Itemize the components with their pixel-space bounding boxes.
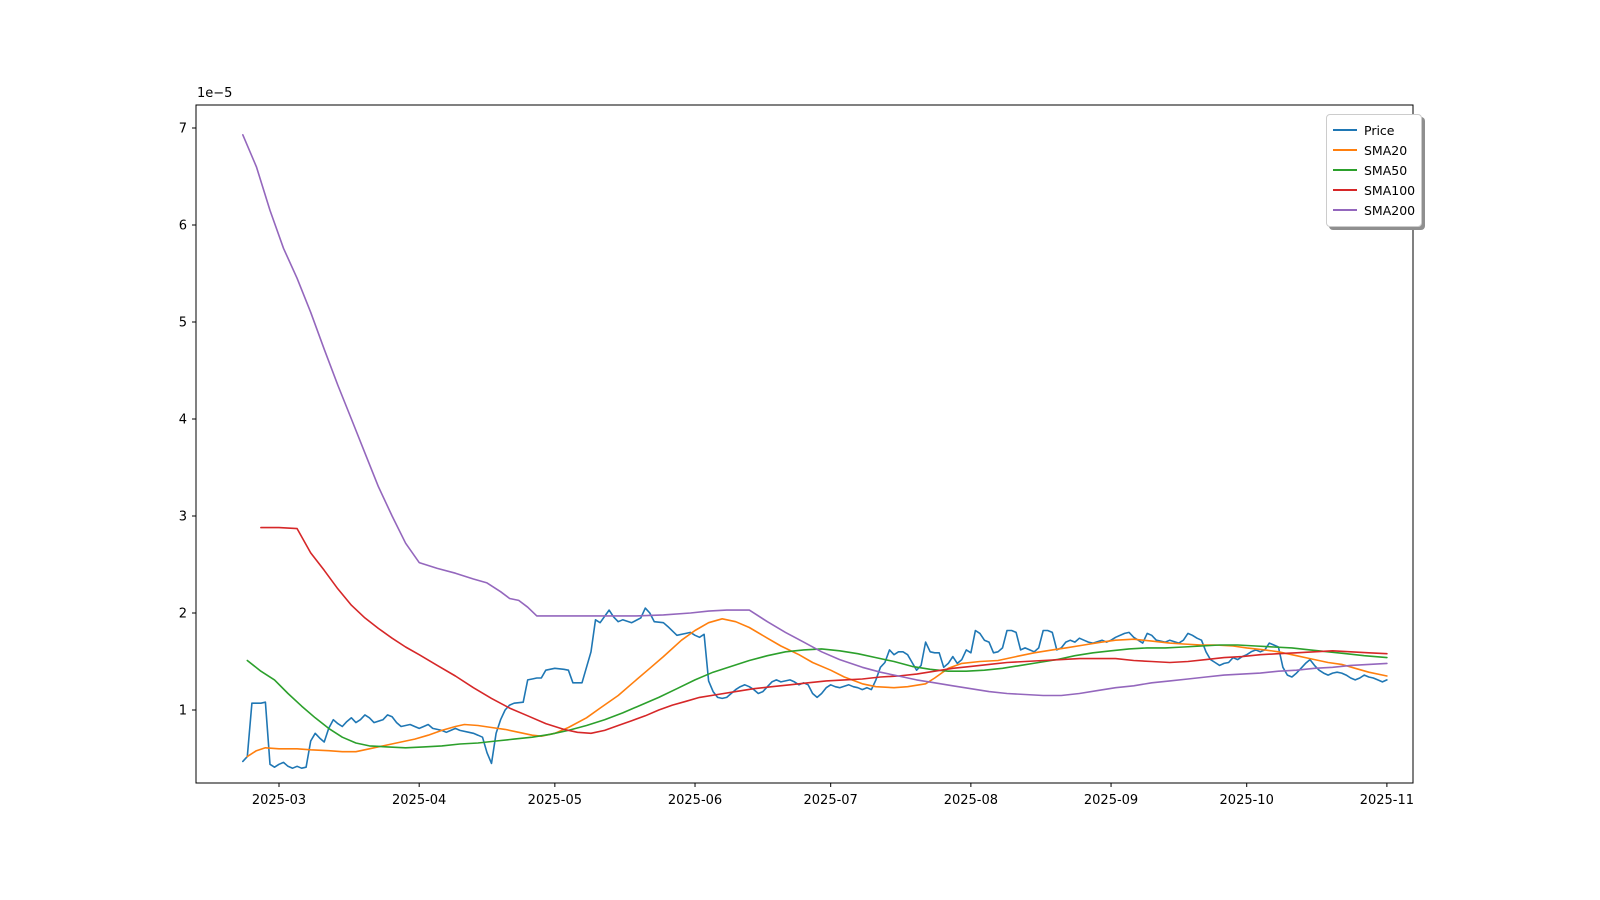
legend-label: SMA100 — [1364, 182, 1416, 198]
x-tick-label: 2025-11 — [1360, 793, 1414, 808]
x-tick-label: 2025-08 — [944, 793, 998, 808]
legend-item-sma100: SMA100 — [1333, 180, 1417, 200]
x-tick-label: 2025-04 — [392, 793, 446, 808]
legend-item-price: Price — [1333, 120, 1417, 140]
legend-item-sma50: SMA50 — [1333, 160, 1417, 180]
axes-spines — [195, 104, 1414, 784]
y-tick-label: 4 — [179, 413, 187, 428]
legend: Price SMA20 SMA50 SMA100 SMA200 — [1326, 114, 1422, 227]
y-tick-label: 5 — [179, 316, 187, 331]
legend-line-swatch — [1333, 209, 1357, 211]
legend-item-sma20: SMA20 — [1333, 140, 1417, 160]
y-tick-label: 2 — [179, 607, 187, 622]
legend-item-sma200: SMA200 — [1333, 200, 1417, 220]
x-tick-label: 2025-03 — [252, 793, 306, 808]
y-axis-offset-label: 1e−5 — [197, 86, 233, 101]
y-tick-label: 7 — [179, 122, 187, 137]
y-tick-label: 6 — [179, 219, 187, 234]
legend-line-swatch — [1333, 189, 1357, 191]
series-line-sma100 — [260, 526, 1388, 735]
legend-line-swatch — [1333, 129, 1357, 131]
series-line-sma50 — [246, 644, 1388, 749]
x-tick-label: 2025-05 — [528, 793, 582, 808]
y-tick-label: 3 — [179, 510, 187, 525]
legend-line-swatch — [1333, 169, 1357, 171]
legend-line-swatch — [1333, 149, 1357, 151]
x-tick-label: 2025-09 — [1084, 793, 1138, 808]
series-line-sma200 — [242, 134, 1388, 697]
series-line-price — [242, 607, 1388, 770]
x-tick-label: 2025-06 — [668, 793, 722, 808]
x-tick-label: 2025-07 — [804, 793, 858, 808]
legend-label: SMA200 — [1364, 202, 1416, 218]
legend-label: SMA20 — [1364, 142, 1408, 158]
legend-label: SMA50 — [1364, 162, 1408, 178]
x-tick-label: 2025-10 — [1220, 793, 1274, 808]
series-line-sma20 — [246, 617, 1388, 758]
legend-label: Price — [1364, 122, 1395, 138]
y-tick-label: 1 — [179, 704, 187, 719]
